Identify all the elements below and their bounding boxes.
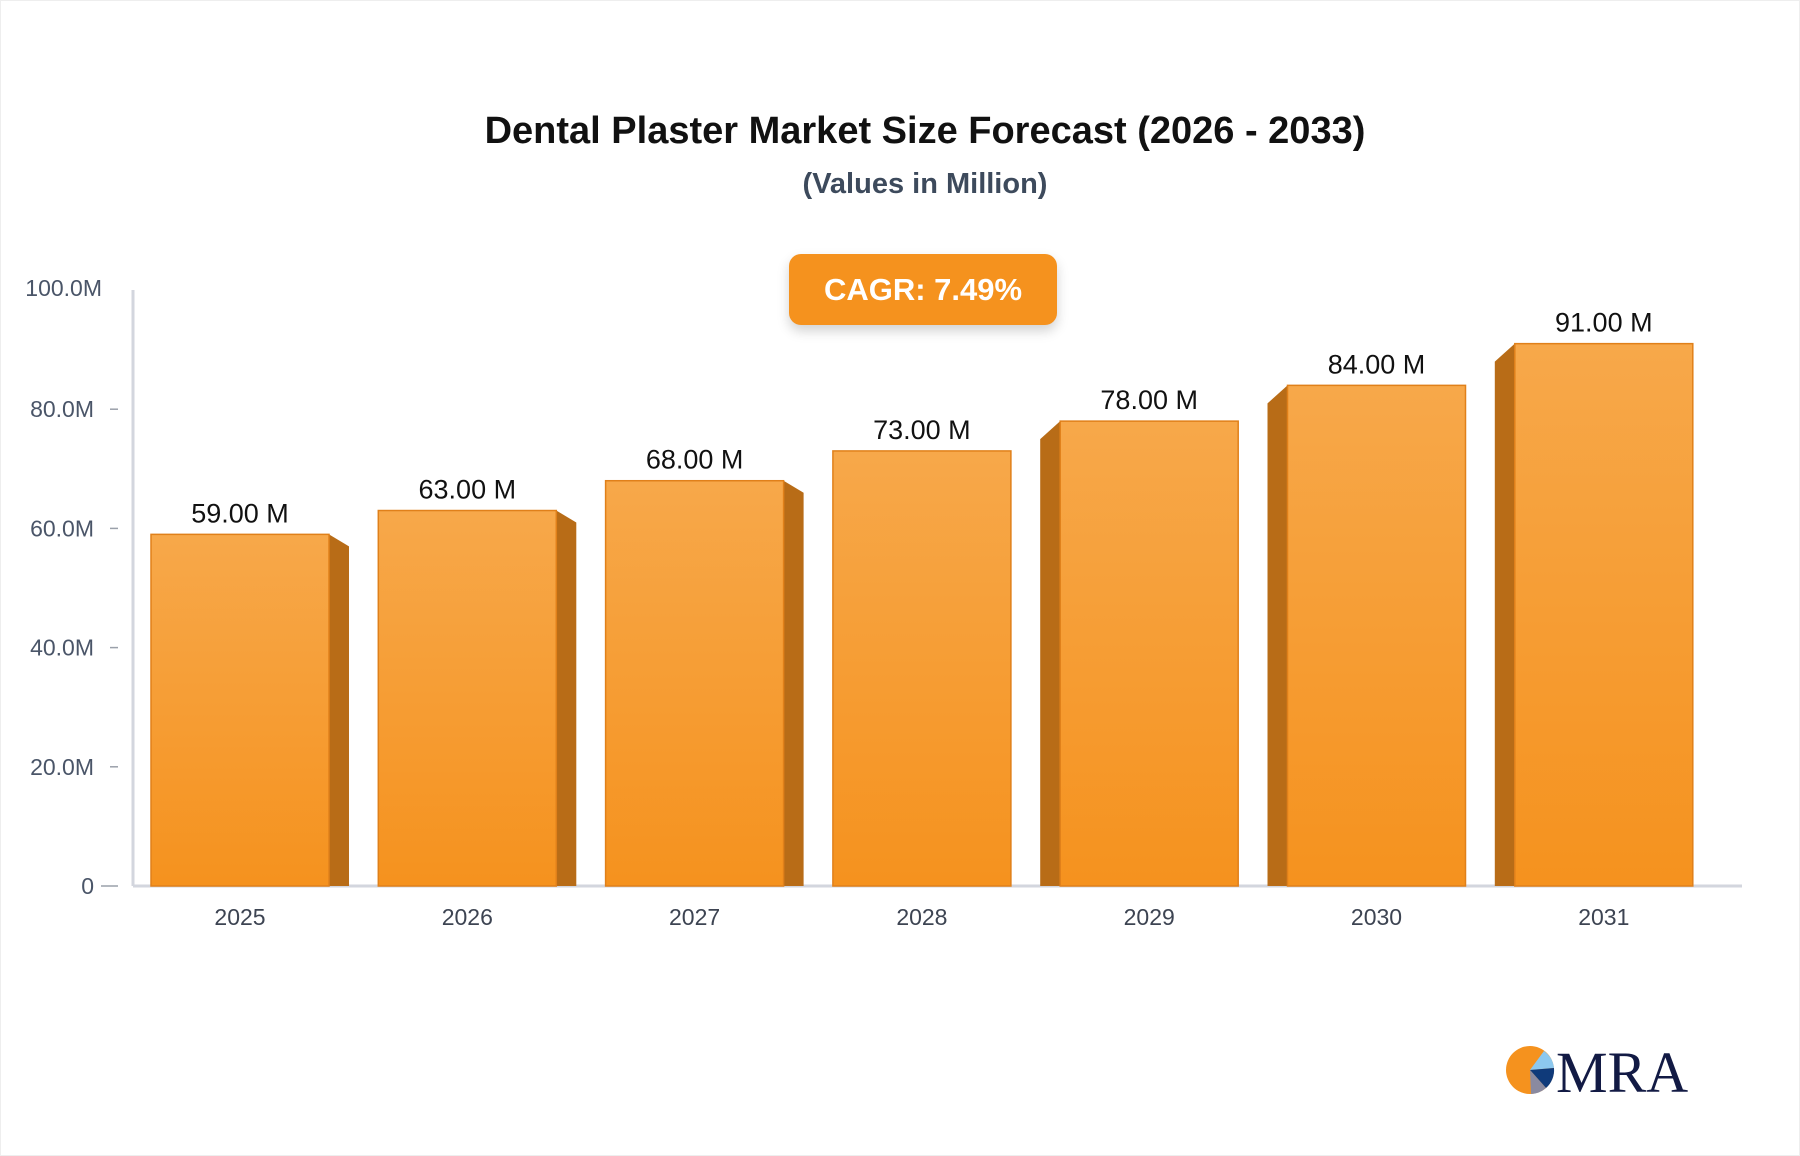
bar-side [1494, 343, 1515, 886]
data-label: 91.00 M [1555, 308, 1653, 338]
logo-text: MRA [1556, 1040, 1688, 1100]
bar-side [783, 480, 804, 886]
y-tick-label: 40.0M [30, 635, 94, 661]
cagr-badge: CAGR: 7.49% [789, 254, 1057, 325]
y-tick-label: 60.0M [30, 515, 94, 541]
y-tick-label: 0 [81, 873, 94, 899]
mra-logo: MRA [1506, 1040, 1688, 1100]
bar-side [1267, 385, 1288, 886]
y-tick-label: 80.0M [30, 396, 94, 422]
x-tick-label: 2025 [214, 904, 265, 930]
y-tick-label: 100.0M [25, 275, 102, 301]
data-label: 84.00 M [1328, 349, 1426, 379]
data-label: 73.00 M [873, 415, 971, 445]
x-tick-label: 2026 [442, 904, 493, 930]
x-tick-label: 2027 [669, 904, 720, 930]
bar-side [556, 510, 577, 886]
bar-side [1040, 421, 1061, 886]
bar-2026 [377, 509, 558, 887]
bar-2027 [604, 479, 785, 887]
data-label: 78.00 M [1100, 385, 1198, 415]
x-tick-label: 2030 [1351, 904, 1402, 930]
data-label: 59.00 M [191, 498, 289, 528]
bar-2028 [832, 450, 1012, 887]
bar-2031 [1514, 342, 1694, 887]
bar-side [329, 534, 349, 886]
y-tick-label: 20.0M [30, 754, 94, 780]
data-label: 68.00 M [646, 445, 744, 475]
bar-2030 [1286, 384, 1467, 887]
chart-title: Dental Plaster Market Size Forecast (202… [484, 110, 1366, 152]
x-tick-label: 2029 [1124, 904, 1175, 930]
x-tick-label: 2028 [896, 904, 947, 930]
chart-subtitle: (Values in Million) [802, 168, 1048, 200]
data-label: 63.00 M [419, 475, 517, 505]
bar-2029 [1059, 420, 1239, 887]
bar-2025 [150, 533, 330, 887]
x-tick-label: 2031 [1578, 904, 1629, 930]
